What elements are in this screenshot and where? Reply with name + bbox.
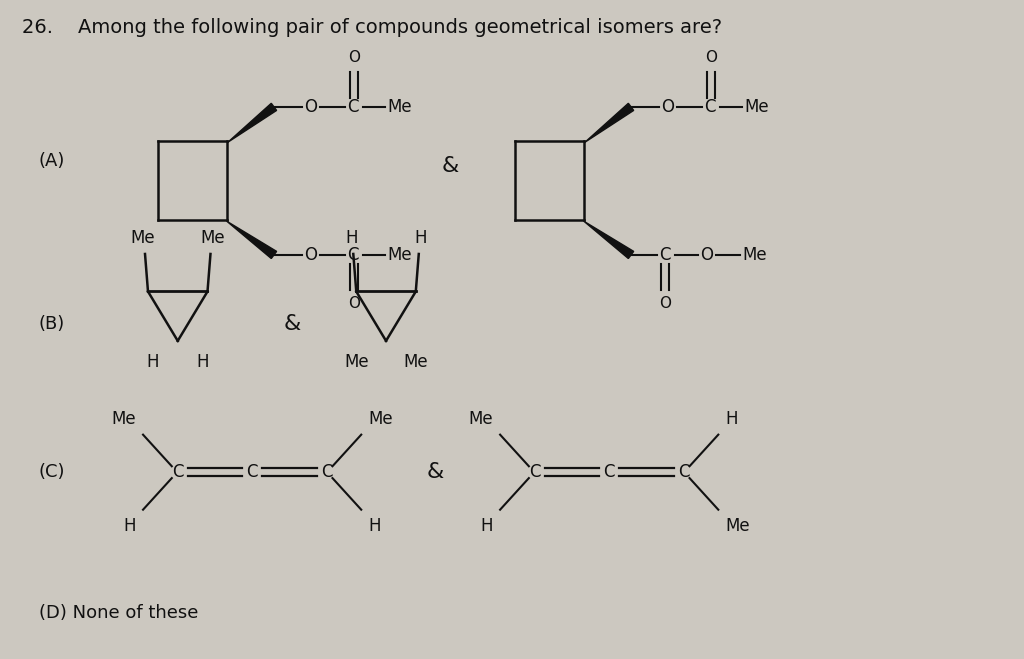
Text: C: C [247,463,258,481]
Text: 26.    Among the following pair of compounds geometrical isomers are?: 26. Among the following pair of compound… [23,18,722,37]
Text: (D) None of these: (D) None of these [39,604,199,622]
Text: Me: Me [131,229,156,247]
Text: H: H [415,229,427,247]
Text: O: O [660,98,674,116]
Text: &: & [284,314,300,334]
Text: Me: Me [742,246,767,264]
Text: Me: Me [744,98,769,116]
Text: C: C [529,463,541,481]
Text: H: H [369,517,381,534]
Text: O: O [705,50,717,65]
Text: O: O [304,98,316,116]
Polygon shape [584,221,634,258]
Text: Me: Me [403,353,428,371]
Text: H: H [725,410,737,428]
Text: (C): (C) [39,463,66,481]
Text: C: C [658,246,671,264]
Text: C: C [678,463,689,481]
Text: Me: Me [200,229,225,247]
Text: Me: Me [469,410,494,428]
Polygon shape [585,103,634,142]
Polygon shape [226,221,276,258]
Text: C: C [172,463,183,481]
Text: C: C [603,463,615,481]
Text: H: H [146,353,159,371]
Polygon shape [228,103,276,142]
Text: H: H [124,517,136,534]
Text: C: C [347,246,358,264]
Text: H: H [197,353,209,371]
Text: Me: Me [387,98,412,116]
Text: C: C [321,463,332,481]
Text: Me: Me [344,353,369,371]
Text: O: O [700,246,714,264]
Text: Me: Me [112,410,136,428]
Text: Me: Me [387,246,412,264]
Text: O: O [348,297,359,312]
Text: O: O [348,50,359,65]
Text: C: C [347,98,358,116]
Text: C: C [705,98,716,116]
Text: &: & [427,462,444,482]
Text: H: H [345,229,357,247]
Text: (B): (B) [39,315,66,333]
Text: Me: Me [369,410,393,428]
Text: O: O [304,246,316,264]
Text: O: O [659,297,672,312]
Text: &: & [442,156,459,176]
Text: Me: Me [725,517,750,534]
Text: H: H [480,517,494,534]
Text: (A): (A) [39,152,66,170]
